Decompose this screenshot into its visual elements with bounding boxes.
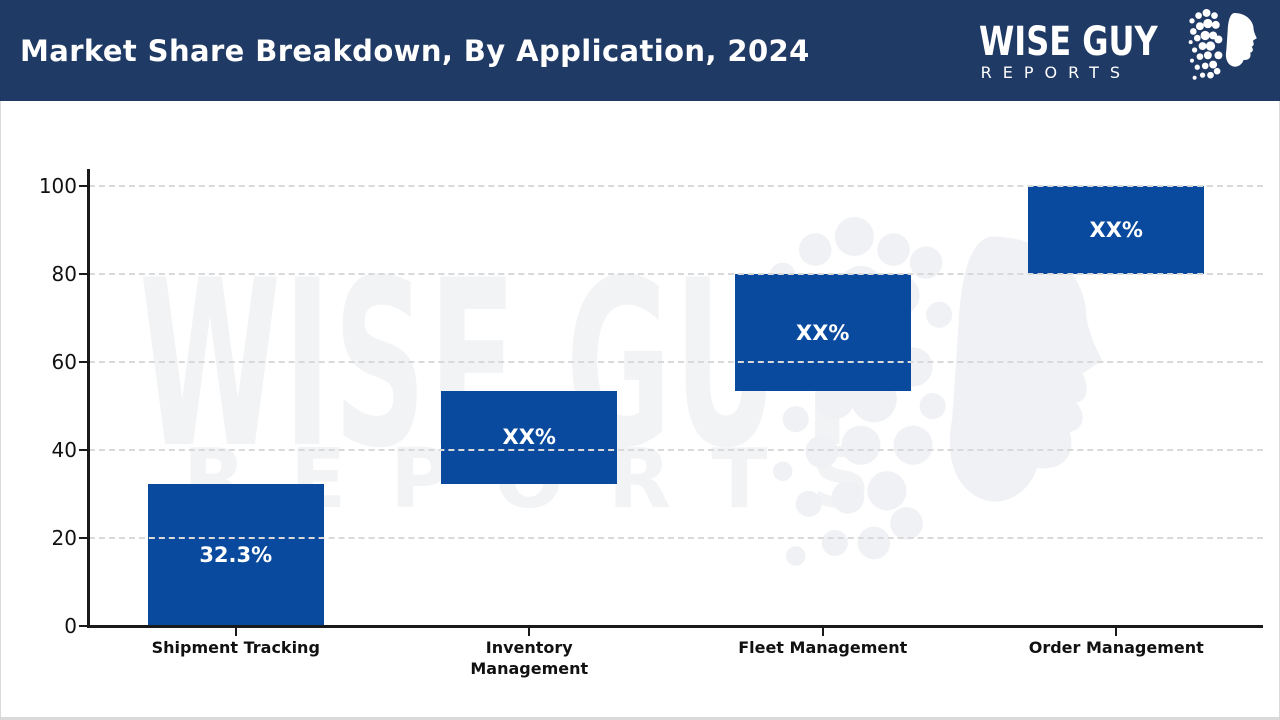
y-tick-mark <box>79 361 88 363</box>
y-axis-line <box>87 169 90 628</box>
x-axis-label: Inventory Management <box>470 638 589 678</box>
y-tick-label: 80 <box>51 262 77 286</box>
bar-2 <box>734 274 911 392</box>
gridline-40 <box>89 449 1263 451</box>
bar-0 <box>147 483 324 626</box>
y-tick-label: 40 <box>51 438 77 462</box>
y-tick-mark <box>79 273 88 275</box>
bottom-border-strip <box>0 717 1280 720</box>
bar-value-label: XX% <box>796 320 850 345</box>
x-tick-mark <box>234 628 237 636</box>
wise-guy-logo: WISE GUY REPORTS <box>979 8 1274 94</box>
x-axis-label: Order Management <box>1028 638 1204 657</box>
y-tick-label: 20 <box>51 526 77 550</box>
logo-text: WISE GUY REPORTS <box>979 21 1202 82</box>
bar-value-label: 32.3% <box>199 542 273 567</box>
gridline-100 <box>89 185 1263 187</box>
x-tick-mark <box>528 628 531 636</box>
bar-1 <box>441 391 618 484</box>
bar-value-label: XX% <box>1089 218 1143 242</box>
y-tick-mark <box>79 185 88 187</box>
bar-value-label: XX% <box>502 425 556 450</box>
gridline-20 <box>89 537 1263 539</box>
gridline-80 <box>89 273 1263 275</box>
y-tick-mark <box>79 449 88 451</box>
y-tick-label: 60 <box>51 350 77 374</box>
chart-canvas: WISE GUY REPORTS 02040608010032.3%Shipme… <box>0 101 1280 717</box>
header-bar: Market Share Breakdown, By Application, … <box>0 0 1280 101</box>
x-tick-mark <box>1115 628 1118 636</box>
y-tick-mark <box>79 625 88 627</box>
x-axis-label: Fleet Management <box>738 638 908 657</box>
gridline-60 <box>89 361 1263 363</box>
bar-3 <box>1028 186 1205 274</box>
logo-face-icon <box>1188 9 1257 80</box>
y-tick-label: 0 <box>64 614 77 638</box>
page-title: Market Share Breakdown, By Application, … <box>20 33 810 68</box>
x-axis-line <box>87 625 1263 628</box>
y-tick-label: 100 <box>38 174 77 198</box>
y-tick-mark <box>79 537 88 539</box>
logo-subtitle: REPORTS <box>980 62 1132 82</box>
x-axis-label: Shipment Tracking <box>151 638 320 657</box>
logo-wordmark: WISE GUY <box>978 18 1158 65</box>
x-tick-mark <box>821 628 824 636</box>
